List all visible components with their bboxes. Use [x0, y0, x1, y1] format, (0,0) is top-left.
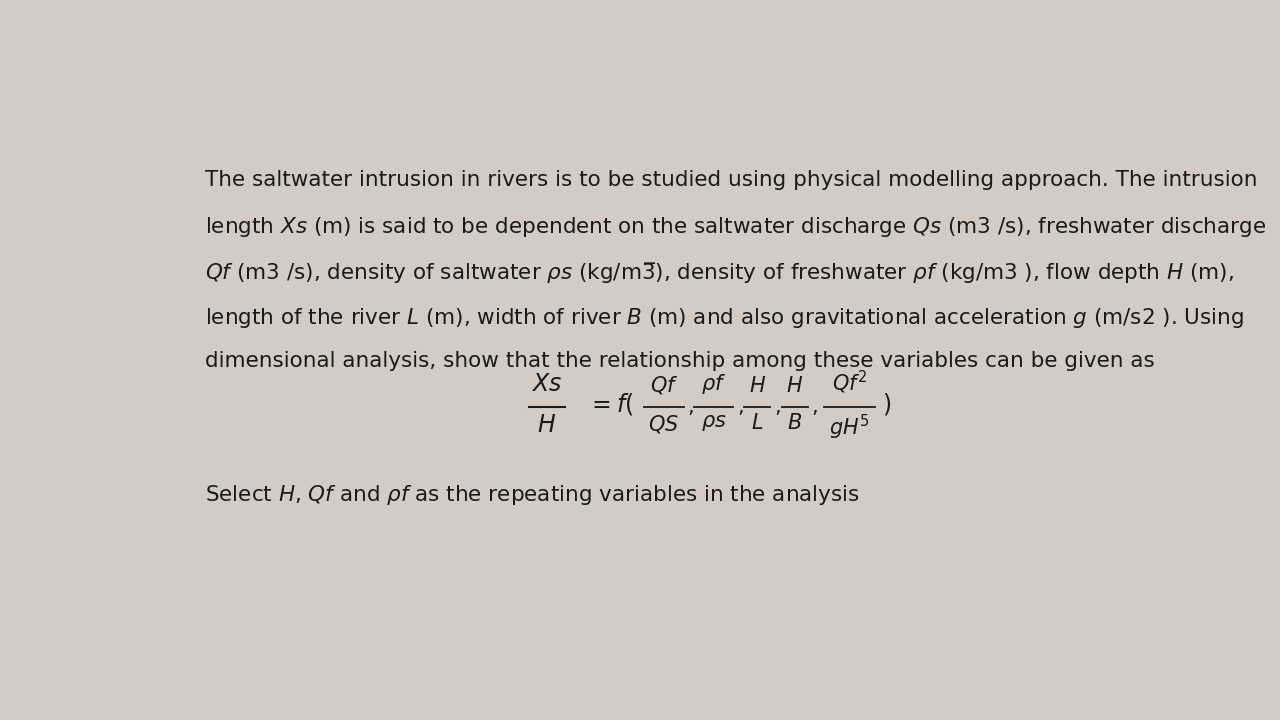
Text: ,: , — [812, 397, 818, 418]
Text: $\rho f$: $\rho f$ — [701, 372, 726, 396]
Text: $B$: $B$ — [787, 413, 803, 433]
Text: $Xs$: $Xs$ — [531, 372, 562, 396]
Text: $Qf^2$: $Qf^2$ — [832, 369, 867, 396]
Text: $L$: $L$ — [751, 413, 763, 433]
Text: ,: , — [737, 397, 744, 418]
Text: $QS$: $QS$ — [649, 413, 680, 435]
Text: length $Xs$ (m) is said to be dependent on the saltwater discharge $Qs$ (m3 /s),: length $Xs$ (m) is said to be dependent … — [205, 215, 1266, 239]
Text: length of the river $L$ (m), width of river $B$ (m) and also gravitational accel: length of the river $L$ (m), width of ri… — [205, 306, 1244, 330]
Text: The saltwater intrusion in rivers is to be studied using physical modelling appr: The saltwater intrusion in rivers is to … — [205, 169, 1257, 189]
Text: ,: , — [774, 397, 781, 418]
Text: Select $H$, $Qf$ and $\rho f$ as the repeating variables in the analysis: Select $H$, $Qf$ and $\rho f$ as the rep… — [205, 483, 860, 507]
Text: $Qf$: $Qf$ — [650, 374, 678, 396]
Text: $Qf$ (m3 /s), density of saltwater $\rho s$ (kg/m3̅), density of freshwater $\rh: $Qf$ (m3 /s), density of saltwater $\rho… — [205, 261, 1234, 286]
Text: ,: , — [687, 397, 694, 418]
Text: $H$: $H$ — [538, 413, 557, 437]
Text: $= f($: $= f($ — [586, 390, 634, 416]
Text: dimensional analysis, show that the relationship among these variables can be gi: dimensional analysis, show that the rela… — [205, 351, 1155, 372]
Text: $\rho s$: $\rho s$ — [700, 413, 726, 433]
Text: $)$: $)$ — [882, 391, 891, 417]
Text: $H$: $H$ — [786, 377, 804, 396]
Text: $H$: $H$ — [749, 377, 765, 396]
Text: $gH^5$: $gH^5$ — [829, 413, 869, 442]
